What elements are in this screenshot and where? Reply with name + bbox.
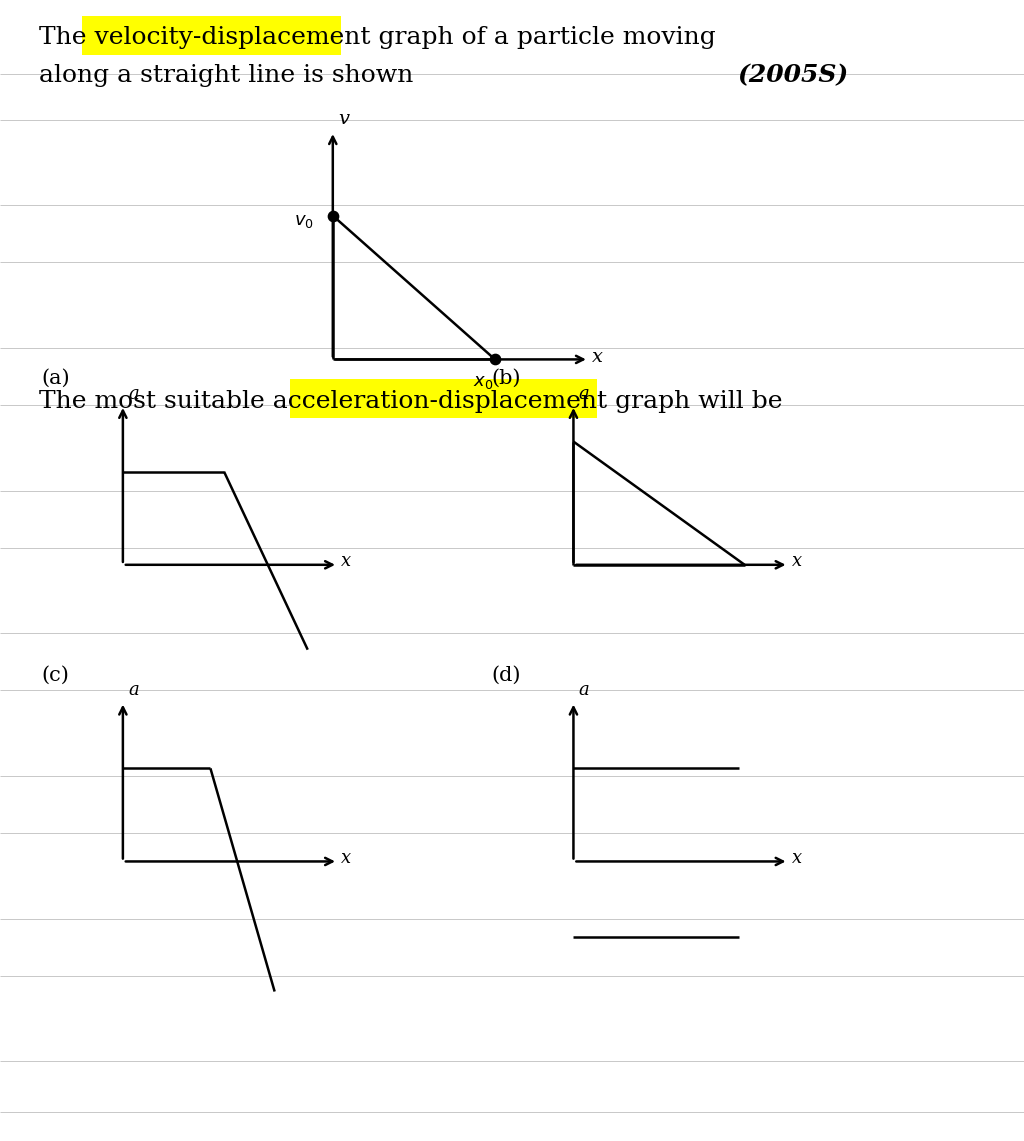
Text: x: x [341, 552, 351, 570]
Bar [290, 379, 597, 418]
Text: a: a [128, 385, 138, 403]
Text: a: a [128, 681, 138, 699]
Bar [82, 16, 341, 55]
Text: The most suitable acceleration-displacement graph will be: The most suitable acceleration-displacem… [39, 390, 782, 413]
Text: a: a [579, 681, 589, 699]
Text: (d): (d) [492, 665, 521, 685]
Text: (a): (a) [41, 369, 70, 388]
Text: (b): (b) [492, 369, 521, 388]
Text: x: x [592, 348, 603, 366]
Text: $x_0$: $x_0$ [472, 373, 493, 391]
Point [486, 350, 503, 369]
Text: a: a [579, 385, 589, 403]
Text: along a straight line is shown: along a straight line is shown [39, 64, 414, 87]
Text: x: x [341, 849, 351, 867]
Text: (c): (c) [41, 665, 69, 685]
Text: v: v [338, 110, 349, 128]
Text: The velocity-displacement graph of a particle moving: The velocity-displacement graph of a par… [39, 26, 716, 49]
Text: x: x [792, 849, 802, 867]
Text: (2005S): (2005S) [737, 63, 849, 87]
Point [325, 207, 341, 225]
Text: x: x [792, 552, 802, 570]
Text: $v_0$: $v_0$ [294, 212, 313, 230]
